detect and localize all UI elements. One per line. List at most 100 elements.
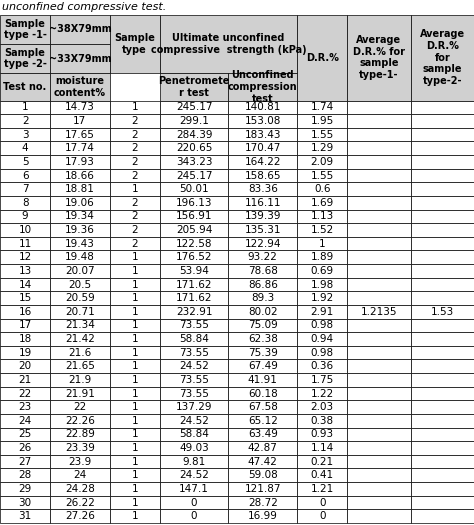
Bar [109,468,160,482]
Text: 0.98: 0.98 [310,348,334,358]
Bar [228,428,297,441]
Text: 0.93: 0.93 [310,429,334,439]
Text: 1: 1 [131,388,138,398]
Text: 1: 1 [319,239,326,249]
Bar [228,237,297,250]
Text: 29: 29 [18,484,32,494]
Bar [347,373,410,387]
Bar [160,209,228,223]
Bar [50,223,109,237]
Text: 1.21: 1.21 [310,484,334,494]
Bar [50,468,109,482]
Bar [347,482,410,496]
Text: 245.17: 245.17 [176,102,212,112]
Text: 17.65: 17.65 [65,130,95,140]
Bar [50,305,109,319]
Text: 47.42: 47.42 [248,457,278,467]
Bar [297,414,347,428]
Bar [160,74,228,101]
Text: 67.49: 67.49 [248,361,278,371]
Bar [160,387,228,401]
Text: 0: 0 [319,498,326,508]
Bar [50,360,109,373]
Bar [0,142,50,155]
Bar [109,223,160,237]
Bar [410,15,474,101]
Text: 75.39: 75.39 [248,348,278,358]
Bar [160,182,228,196]
Text: 19: 19 [18,348,32,358]
Text: 196.13: 196.13 [176,198,212,208]
Text: 65.12: 65.12 [248,416,278,426]
Bar [0,223,50,237]
Bar [160,441,228,455]
Bar [160,360,228,373]
Text: 41.91: 41.91 [248,375,278,385]
Bar [297,387,347,401]
Bar [228,209,297,223]
Bar [410,373,474,387]
Text: 30: 30 [18,498,32,508]
Text: 1.14: 1.14 [310,443,334,453]
Bar [410,250,474,264]
Text: 13: 13 [18,266,32,276]
Bar [160,319,228,332]
Bar [297,142,347,155]
Text: 8: 8 [22,198,28,208]
Bar [109,428,160,441]
Text: 122.58: 122.58 [176,239,212,249]
Text: 17.93: 17.93 [65,157,95,167]
Bar [228,101,297,114]
Bar [50,209,109,223]
Bar [109,509,160,523]
Bar [160,482,228,496]
Text: 21.91: 21.91 [65,388,95,398]
Bar [297,346,347,360]
Text: 14: 14 [18,279,32,290]
Bar [228,74,297,101]
Text: moisture
content%: moisture content% [54,76,106,98]
Text: 21.9: 21.9 [68,375,91,385]
Bar [297,496,347,509]
Text: 0.69: 0.69 [310,266,334,276]
Bar [228,373,297,387]
Text: 20.5: 20.5 [68,279,91,290]
Bar [0,346,50,360]
Text: 20.71: 20.71 [65,307,95,317]
Text: 16.99: 16.99 [248,511,278,521]
Text: 1: 1 [131,307,138,317]
Bar [109,209,160,223]
Text: 1.75: 1.75 [310,375,334,385]
Bar [228,468,297,482]
Text: 139.39: 139.39 [245,212,281,222]
Bar [347,428,410,441]
Text: 11: 11 [18,239,32,249]
Text: 42.87: 42.87 [248,443,278,453]
Bar [160,455,228,468]
Text: 18: 18 [18,334,32,344]
Text: 0.38: 0.38 [310,416,334,426]
Text: 58.84: 58.84 [179,429,209,439]
Text: 49.03: 49.03 [179,443,209,453]
Text: 1.74: 1.74 [310,102,334,112]
Bar [109,15,160,74]
Bar [0,44,50,74]
Bar [50,509,109,523]
Bar [297,509,347,523]
Bar [50,441,109,455]
Bar [0,428,50,441]
Text: 1: 1 [131,402,138,412]
Bar [50,182,109,196]
Bar [50,142,109,155]
Bar [228,496,297,509]
Text: 73.55: 73.55 [179,375,209,385]
Text: 2.91: 2.91 [310,307,334,317]
Bar [0,305,50,319]
Bar [347,401,410,414]
Bar [297,482,347,496]
Bar [228,278,297,291]
Bar [109,101,160,114]
Bar [410,346,474,360]
Bar [297,278,347,291]
Bar [109,360,160,373]
